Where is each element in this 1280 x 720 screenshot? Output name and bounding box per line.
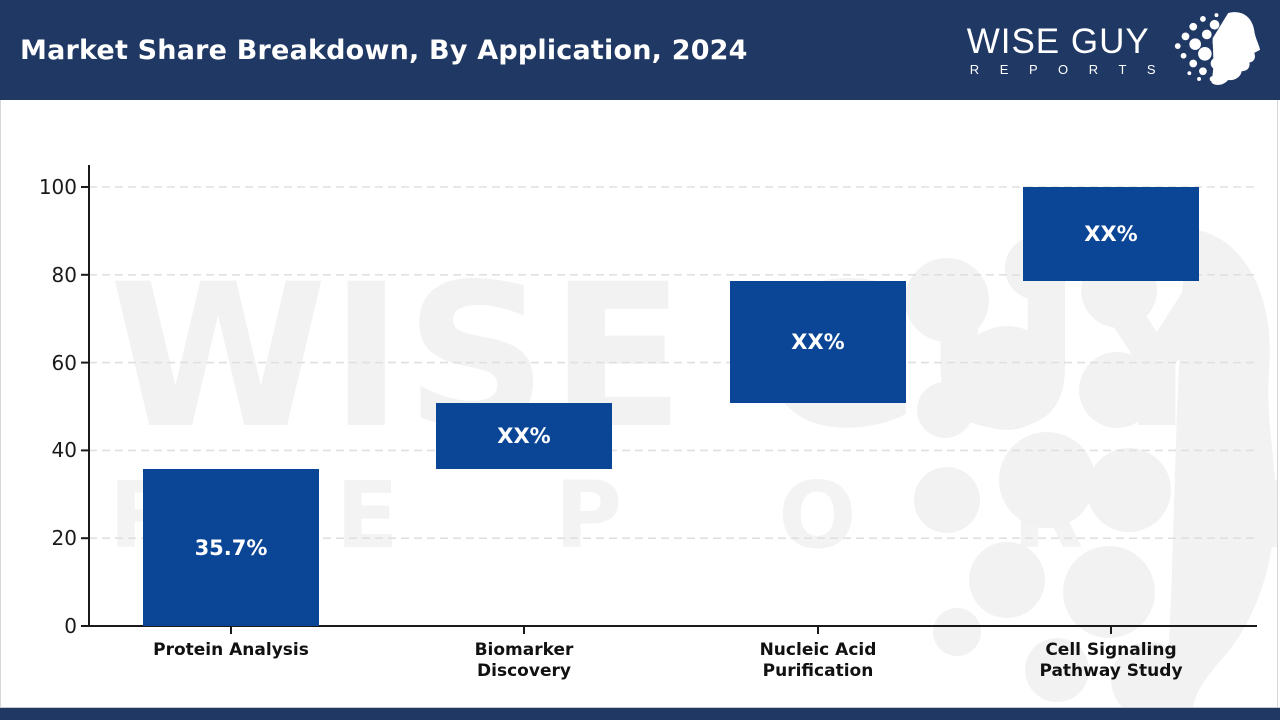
x-category-label: Biomarker Discovery (474, 640, 574, 681)
footer-bar (0, 707, 1280, 720)
bar-value-label: XX% (1084, 221, 1138, 246)
x-category-label: Cell Signaling Pathway Study (1039, 640, 1183, 681)
header-bar: Market Share Breakdown, By Application, … (0, 0, 1280, 100)
y-tick-label-20: 20 (51, 526, 77, 551)
x-category-label: Protein Analysis (153, 640, 309, 660)
page-title: Market Share Breakdown, By Application, … (20, 34, 748, 66)
bar-value-label: 35.7% (194, 535, 268, 560)
y-tick-label-0: 0 (64, 614, 77, 638)
x-category-label: Nucleic Acid Purification (759, 640, 877, 681)
logo-wordmark: WISE GUY (966, 22, 1150, 61)
bar-segment (730, 280, 906, 403)
chart-area: WISE GUY R E P O R T S 02040608010035.7%… (0, 100, 1278, 707)
bar-segment (436, 402, 612, 470)
y-tick-label-80: 80 (51, 262, 77, 287)
logo-subtext: R E P O R T S (969, 62, 1164, 77)
wise-guy-logo: WISE GUY R E P O R T S (967, 8, 1262, 92)
bar-value-label: XX% (791, 329, 845, 354)
y-tick-label-100: 100 (38, 175, 77, 199)
logo-face-icon (1170, 8, 1262, 92)
y-tick-label-60: 60 (51, 350, 77, 375)
y-tick-label-40: 40 (51, 438, 77, 463)
bar-segment (143, 469, 319, 626)
logo-text: WISE GUY R E P O R T S (967, 24, 1164, 76)
axes-gridlines (81, 165, 1257, 634)
bar-value-label: XX% (497, 424, 551, 449)
